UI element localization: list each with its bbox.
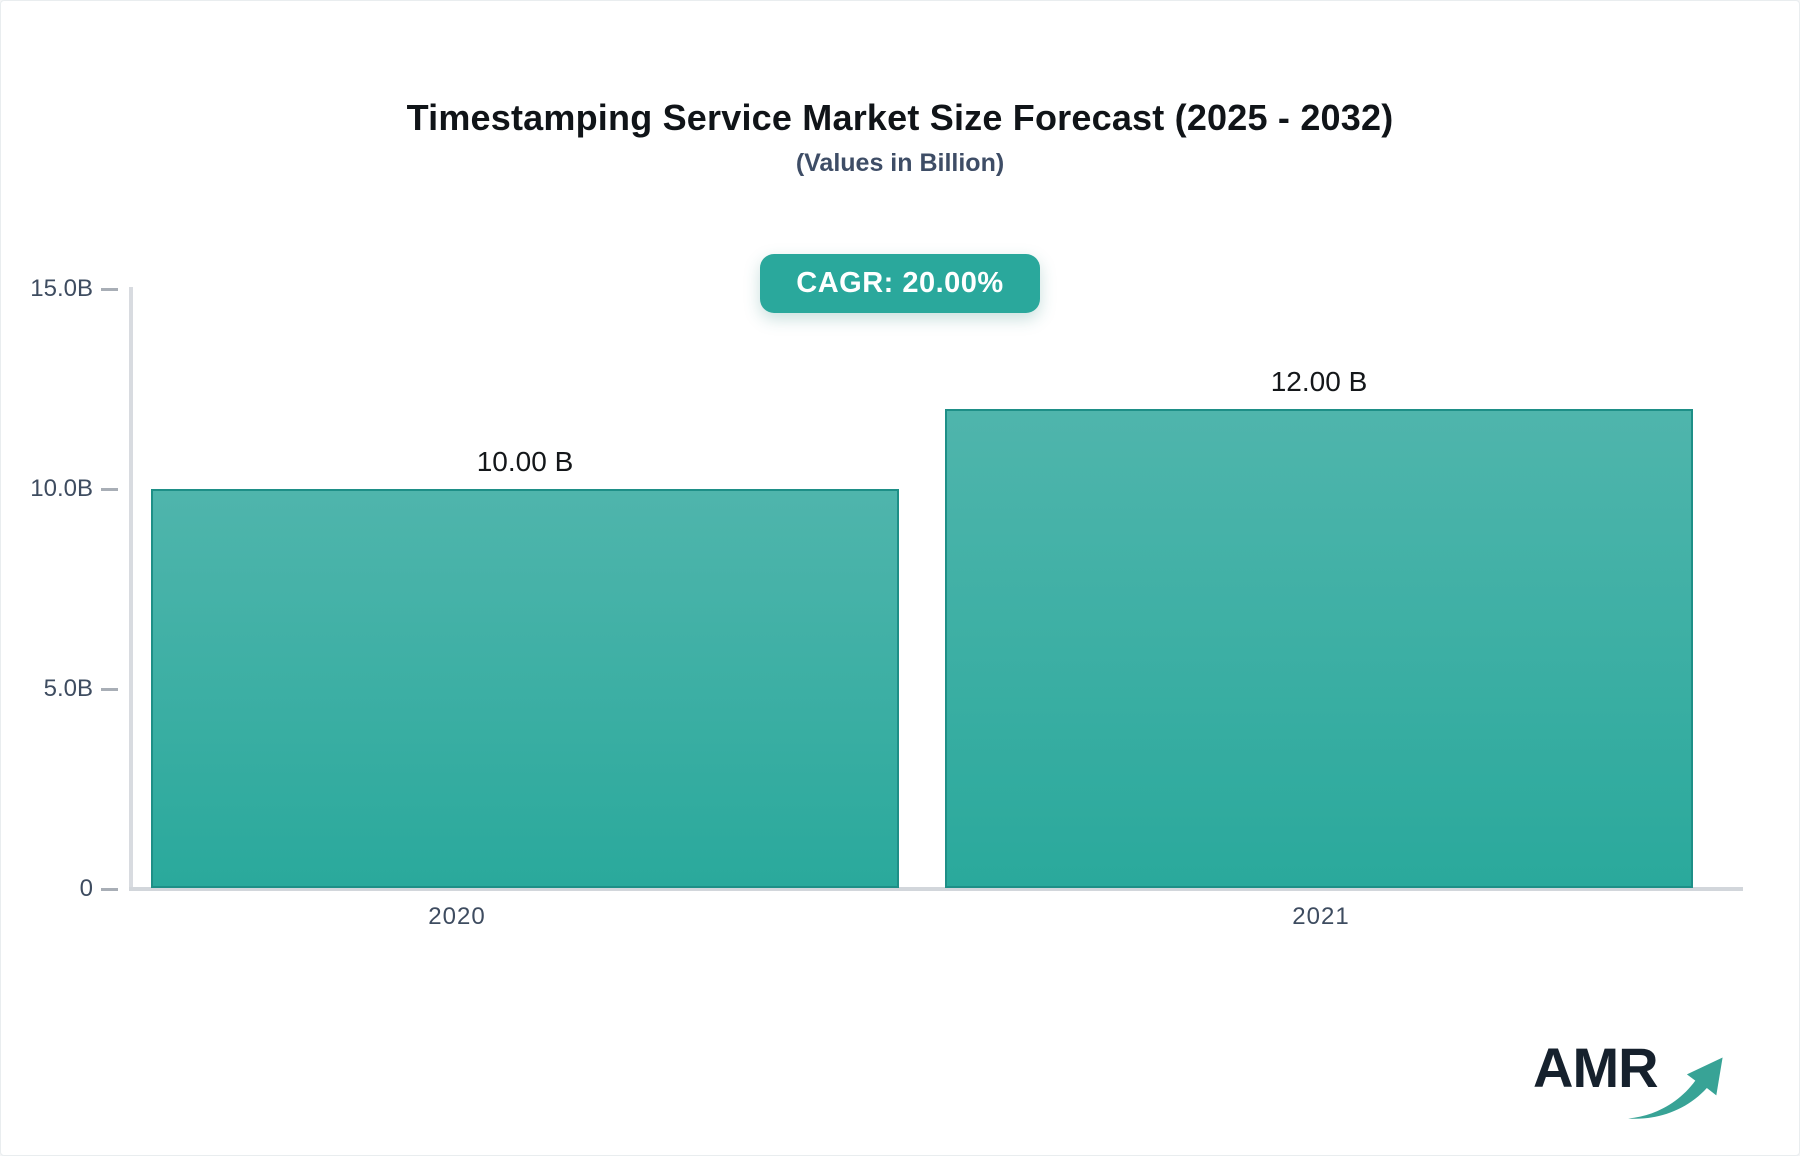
x-axis-line <box>129 887 1743 891</box>
bar-value-label: 12.00 B <box>1270 366 1368 397</box>
y-tick <box>101 687 118 691</box>
amr-logo-text: AMR <box>1533 1036 1659 1099</box>
y-tick-label: 5.0B <box>43 675 93 702</box>
chart-subtitle: (Values in Billion) <box>795 149 1005 177</box>
amr-logo: AMR <box>1521 1027 1751 1119</box>
y-tick-label: 10.0B <box>30 475 93 502</box>
trend-up-arrow-icon <box>1628 1057 1723 1119</box>
y-tick-label: 0 <box>79 875 93 902</box>
y-tick <box>101 487 118 491</box>
y-tick <box>101 287 118 291</box>
cagr-badge-wrap: CAGR: 20.00% <box>1 254 1799 313</box>
cagr-badge: CAGR: 20.00% <box>760 254 1040 313</box>
bar-2021 <box>945 409 1693 888</box>
y-tick-label: 15.0B <box>30 275 93 302</box>
bar-2020 <box>151 489 899 888</box>
trend-up-arrow-path <box>1628 1057 1723 1119</box>
x-axis-label-2021: 2021 <box>1292 903 1350 930</box>
chart-title: Timestamping Service Market Size Forecas… <box>406 97 1394 138</box>
x-axis-label-2020: 2020 <box>428 903 486 930</box>
bar-value-label: 10.00 B <box>476 446 574 477</box>
y-tick <box>101 887 118 891</box>
y-axis-line <box>129 287 133 891</box>
